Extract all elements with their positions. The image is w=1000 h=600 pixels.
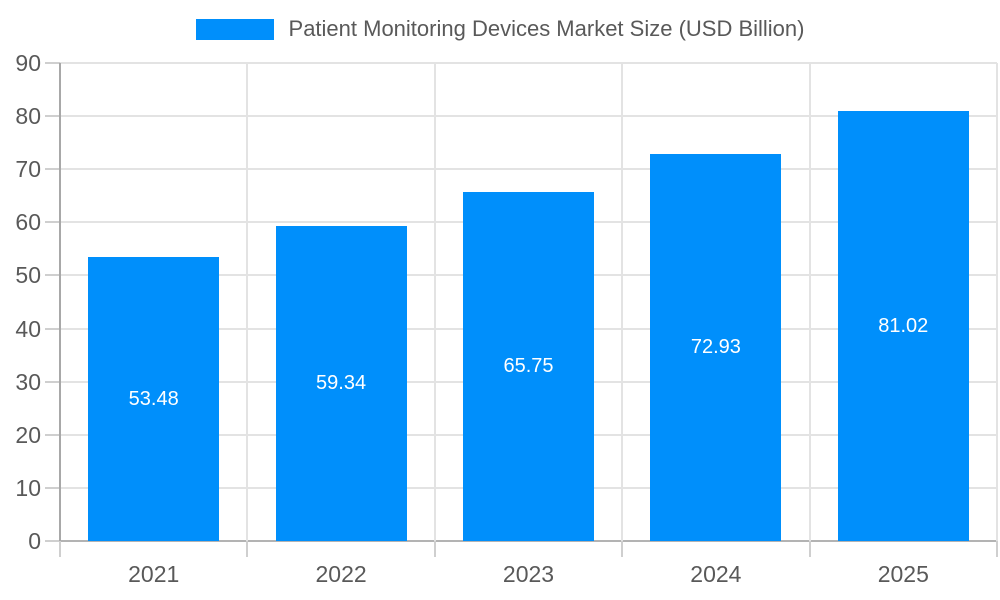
y-axis-tick-label: 10 [15,474,41,501]
bar-value-label: 72.93 [690,336,741,359]
y-tick-mark [45,221,60,224]
gridline-y-0 [60,540,997,542]
x-tick-mark [808,541,811,557]
y-axis-tick-label: 90 [15,50,41,76]
bar-value-label: 65.75 [503,355,554,378]
gridline-y-90 [60,62,997,64]
x-tick-mark [246,541,249,557]
x-axis-tick-label: 2023 [502,561,555,587]
y-tick-mark [45,486,60,489]
gridline-x-boundary [808,63,811,541]
y-tick-mark [45,327,60,330]
y-axis-tick-label: 20 [15,421,41,448]
y-axis-tick-label: 50 [15,262,41,289]
bar-2022: 59.34 [275,225,407,541]
y-tick-mark [45,274,60,277]
bar-2021: 53.48 [88,256,220,541]
y-axis-tick-label: 70 [15,156,41,183]
bar-2023: 65.75 [462,191,595,541]
y-tick-mark [45,433,60,436]
y-tick-mark [45,168,60,171]
y-axis-tick-label: 60 [15,209,41,236]
y-tick-mark [45,380,60,383]
legend-item[interactable]: Patient Monitoring Devices Market Size (… [0,18,1000,40]
bar-value-label: 81.02 [878,314,929,337]
x-axis-tick-label: 2024 [690,561,742,587]
x-tick-mark [433,541,436,557]
legend-swatch-icon [195,18,274,40]
gridline-x-boundary [246,63,249,541]
y-axis-tick-label: 40 [15,315,41,342]
y-tick-mark [45,62,60,64]
x-tick-mark [996,541,998,557]
gridline-x-boundary [621,63,624,541]
bar-2024: 72.93 [650,153,782,541]
legend-label: Patient Monitoring Devices Market Size (… [288,16,805,41]
y-axis-tick-label: 80 [15,103,41,130]
y-tick-mark [45,115,60,118]
y-tick-mark [45,540,60,542]
x-axis-tick-label: 2025 [877,561,929,587]
x-axis-tick-label: 2022 [315,561,367,587]
gridline-x-boundary [996,63,998,541]
x-tick-mark [59,541,61,557]
y-axis-line [59,63,61,541]
x-axis-tick-label: 2021 [128,561,180,587]
y-axis-tick-label: 0 [28,528,41,554]
gridline-y-80 [60,115,997,118]
bar-value-label: 53.48 [128,387,179,410]
gridline-y-70 [60,168,997,171]
x-tick-mark [621,541,624,557]
y-axis-tick-label: 30 [15,368,41,395]
gridline-x-boundary [433,63,436,541]
bar-2025: 81.02 [837,110,969,541]
bar-value-label: 59.34 [316,372,367,395]
